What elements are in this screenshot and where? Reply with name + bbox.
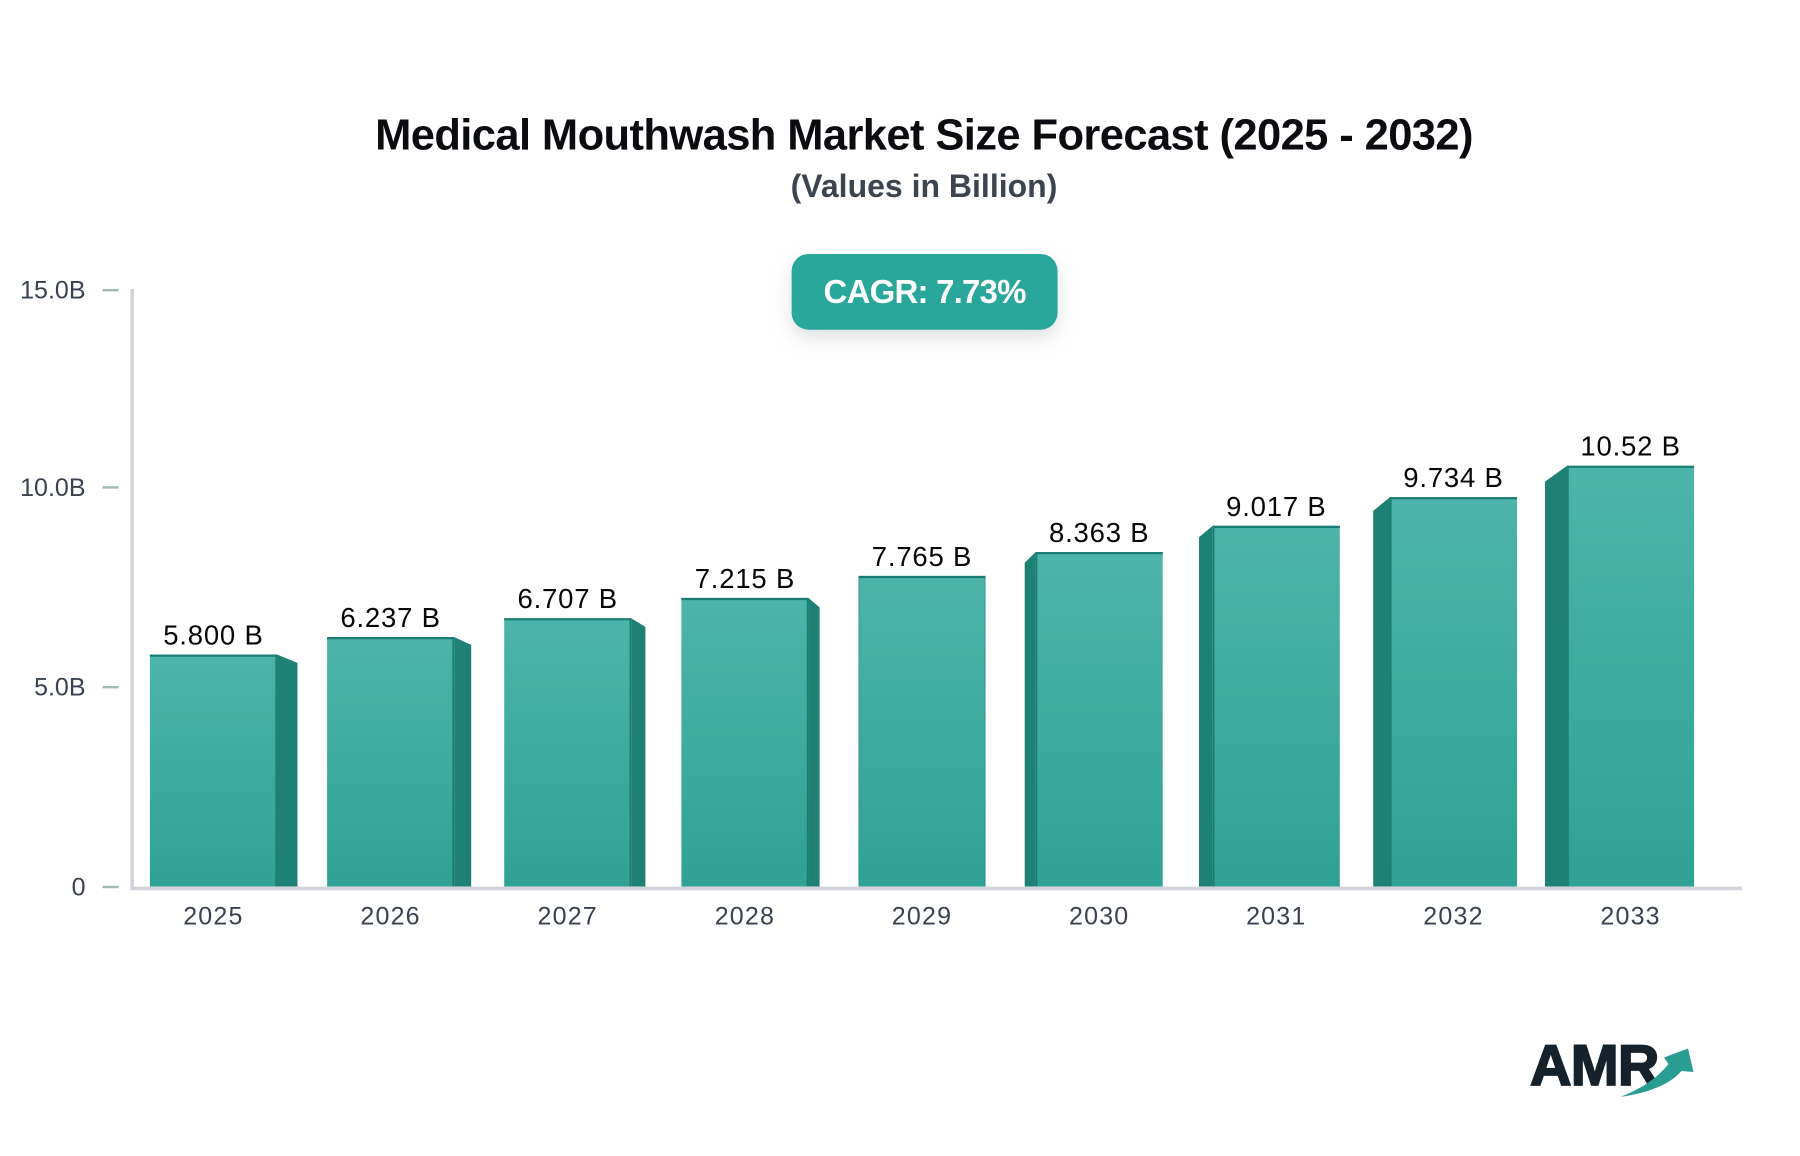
svg-text:2028: 2028 <box>715 902 775 930</box>
svg-text:9.017 B: 9.017 B <box>1226 491 1326 522</box>
svg-text:(Values in Billion): (Values in Billion) <box>791 168 1058 204</box>
svg-text:10.52 B: 10.52 B <box>1580 431 1680 462</box>
svg-text:2029: 2029 <box>892 902 952 930</box>
svg-text:2033: 2033 <box>1600 902 1660 930</box>
svg-text:5.0B: 5.0B <box>34 674 85 702</box>
svg-text:7.765 B: 7.765 B <box>872 541 972 572</box>
svg-text:9.734 B: 9.734 B <box>1403 462 1503 493</box>
svg-text:Medical Mouthwash Market Size: Medical Mouthwash Market Size Forecast (… <box>375 112 1473 160</box>
svg-text:2032: 2032 <box>1423 902 1483 930</box>
svg-text:7.215 B: 7.215 B <box>695 563 795 594</box>
svg-text:10.0B: 10.0B <box>20 474 85 502</box>
svg-text:8.363 B: 8.363 B <box>1049 517 1149 548</box>
svg-text:2030: 2030 <box>1069 902 1129 930</box>
svg-text:0: 0 <box>72 874 86 902</box>
svg-text:15.0B: 15.0B <box>20 277 85 305</box>
svg-text:5.800 B: 5.800 B <box>163 620 263 651</box>
svg-text:2031: 2031 <box>1246 902 1306 930</box>
svg-text:CAGR: 7.73%: CAGR: 7.73% <box>824 273 1027 310</box>
svg-text:2026: 2026 <box>360 902 420 930</box>
svg-text:2027: 2027 <box>537 902 597 930</box>
svg-text:6.707 B: 6.707 B <box>517 583 617 614</box>
svg-text:6.237 B: 6.237 B <box>340 602 440 633</box>
svg-text:AMR: AMR <box>1530 1034 1659 1098</box>
svg-text:2025: 2025 <box>183 902 243 930</box>
